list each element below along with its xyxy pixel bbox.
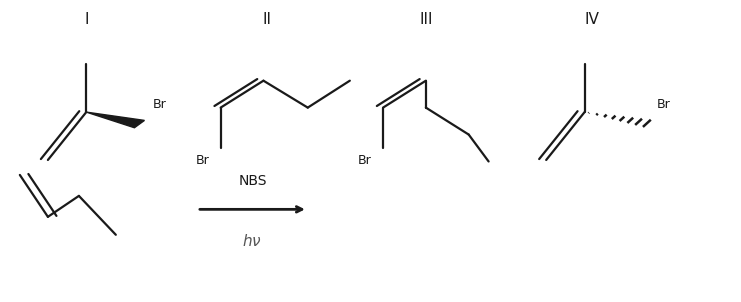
Text: III: III [419,12,433,27]
Text: II: II [262,12,272,27]
Text: Br: Br [196,154,209,167]
Polygon shape [86,112,144,128]
Text: I: I [84,12,88,27]
Text: Br: Br [657,98,671,111]
Text: Br: Br [358,154,371,167]
Text: NBS: NBS [238,174,267,188]
Text: IV: IV [585,12,599,27]
Text: $h\nu$: $h\nu$ [242,233,262,249]
Text: Br: Br [153,98,167,111]
